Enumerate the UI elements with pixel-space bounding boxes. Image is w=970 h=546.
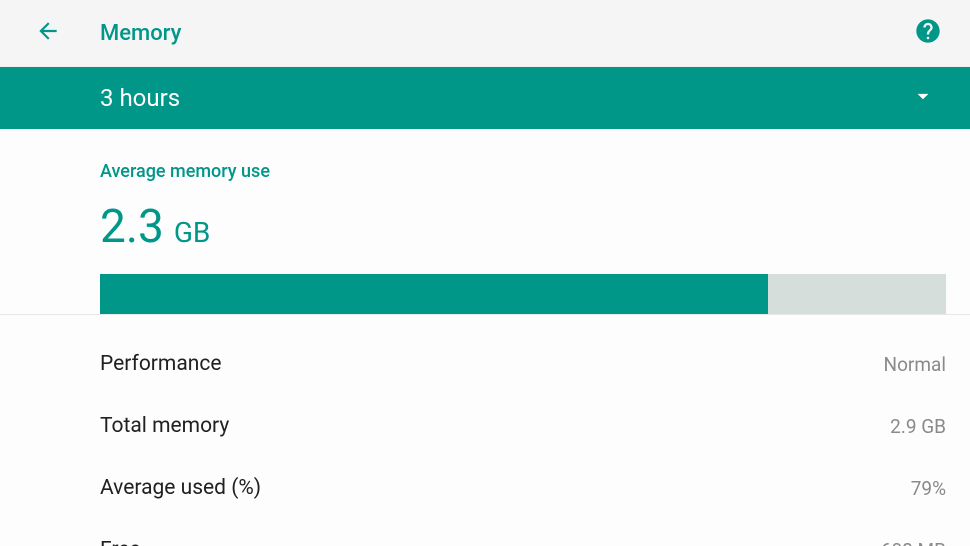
average-value: 2.3 GB (100, 200, 946, 254)
average-label: Average memory use (100, 161, 946, 182)
stat-value: 79% (911, 477, 946, 500)
help-button[interactable] (910, 15, 946, 51)
app-bar: Memory (0, 0, 970, 67)
stat-row[interactable]: Performance Normal (100, 333, 946, 395)
stat-label: Total memory (100, 414, 890, 438)
time-range-label: 3 hours (100, 84, 910, 112)
memory-bar-track (100, 274, 946, 314)
stat-row[interactable]: Free 608 MB (100, 519, 946, 546)
stat-value: 2.9 GB (890, 415, 946, 438)
average-unit: GB (174, 216, 211, 249)
arrow-back-icon (35, 18, 61, 48)
memory-bar-fill (100, 274, 768, 314)
chevron-down-icon (910, 83, 936, 113)
stats-list: Performance Normal Total memory 2.9 GB A… (0, 315, 970, 546)
stat-label: Free (100, 538, 881, 546)
stat-row[interactable]: Average used (%) 79% (100, 457, 946, 519)
stat-value: 608 MB (881, 539, 946, 546)
content: 3 hours Average memory use 2.3 GB Perfor… (0, 67, 970, 546)
stat-label: Performance (100, 352, 884, 376)
stat-label: Average used (%) (100, 476, 911, 500)
stat-value: Normal (884, 353, 946, 376)
page-title: Memory (100, 21, 910, 46)
average-number: 2.3 (100, 200, 164, 254)
back-button[interactable] (30, 15, 66, 51)
stat-row[interactable]: Total memory 2.9 GB (100, 395, 946, 457)
average-section: Average memory use 2.3 GB (0, 129, 970, 315)
time-range-dropdown[interactable]: 3 hours (0, 67, 970, 129)
help-icon (914, 17, 942, 49)
